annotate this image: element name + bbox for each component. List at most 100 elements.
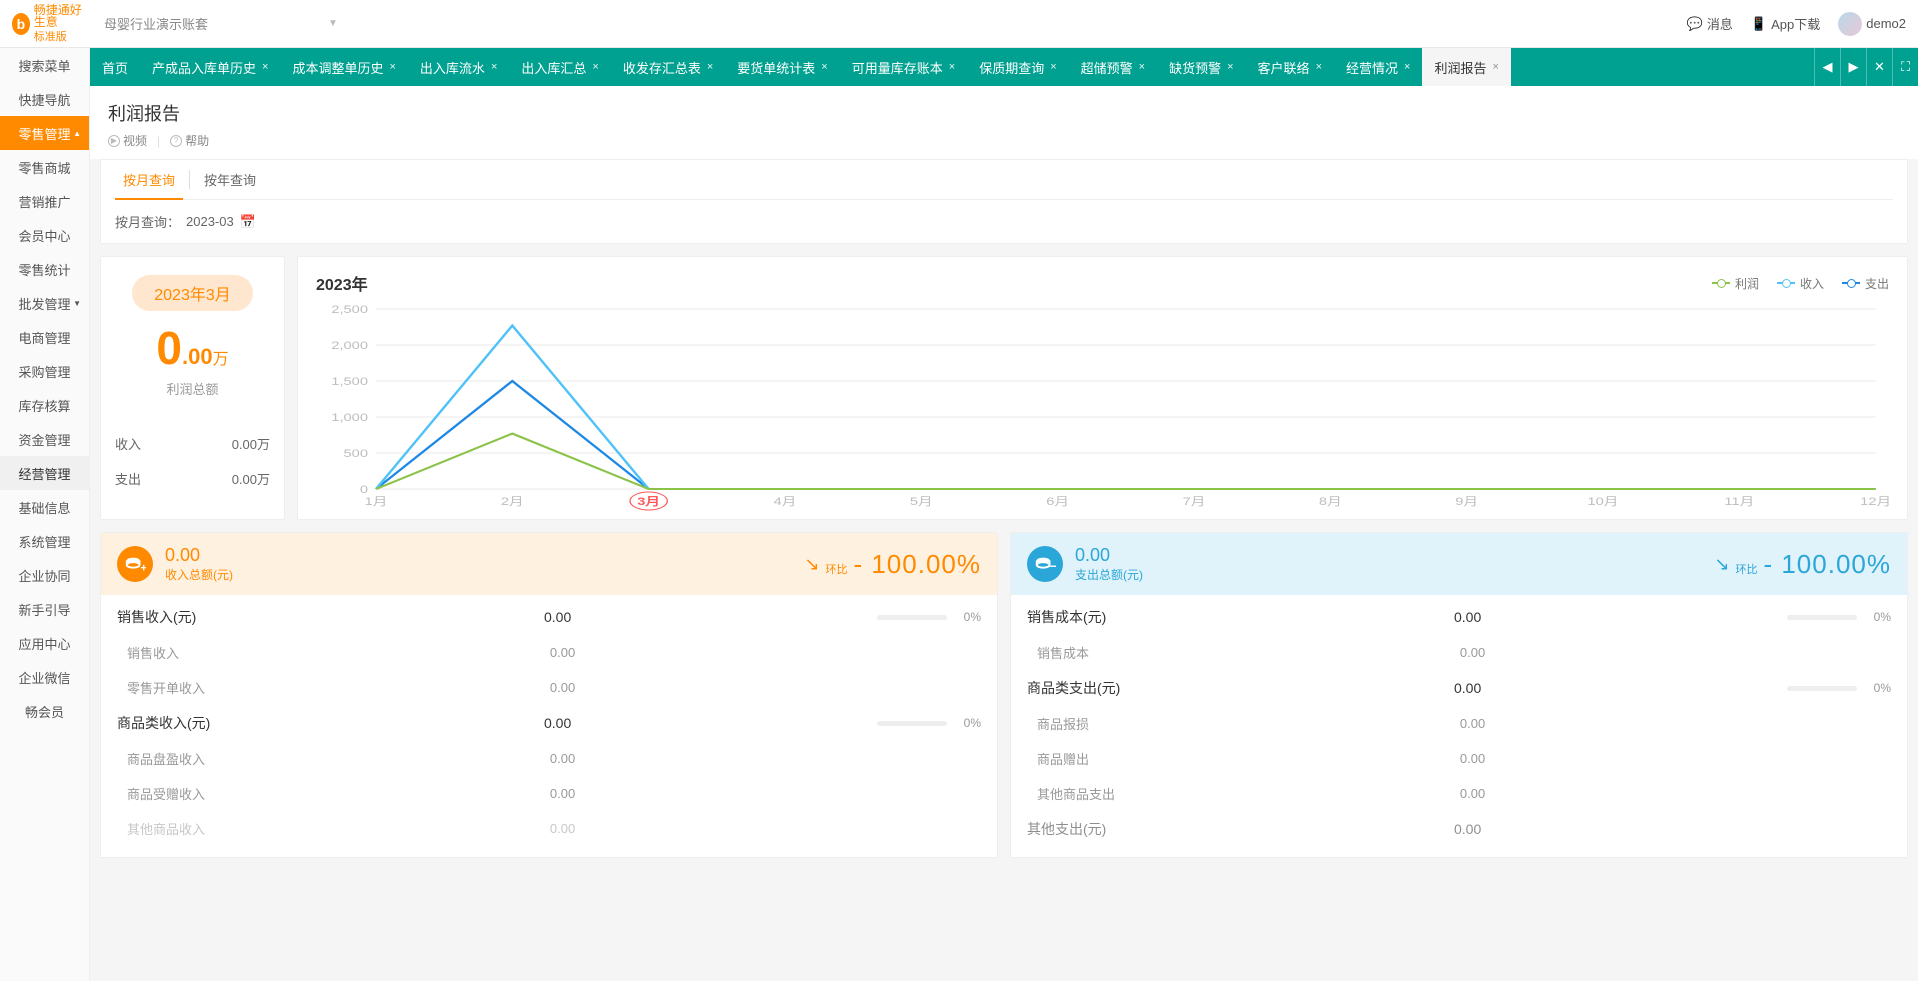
close-icon[interactable]: × — [1139, 61, 1145, 73]
calendar-icon[interactable]: 📅 — [240, 214, 256, 230]
sidebar-item[interactable]: 系统管理 — [0, 524, 89, 558]
income-row: 收入 0.00万 — [115, 426, 270, 461]
row-pct: 0% — [955, 610, 981, 624]
tab[interactable]: 保质期查询× — [967, 48, 1068, 86]
sidebar-item[interactable]: 零售管理▲ — [0, 116, 89, 150]
sidebar-item[interactable]: 搜索菜单 — [0, 48, 89, 82]
tab[interactable]: 首页 — [90, 48, 140, 86]
row-name: 销售收入 — [127, 643, 486, 662]
sidebar-item[interactable]: 资金管理 — [0, 422, 89, 456]
tab[interactable]: 客户联络× — [1246, 48, 1334, 86]
expense-total-label: 支出总额(元) — [1075, 566, 1143, 583]
logo[interactable]: b 畅捷通好生意 标准版 — [12, 4, 92, 44]
sidebar-item[interactable]: 零售商城 — [0, 150, 89, 184]
query-tab-monthly[interactable]: 按月查询 — [115, 160, 183, 199]
tab[interactable]: 利润报告× — [1422, 48, 1510, 86]
breakdown-section: 销售成本(元)0.000% — [1027, 599, 1891, 635]
sidebar-item[interactable]: 会员中心 — [0, 218, 89, 252]
close-icon[interactable]: × — [592, 61, 598, 73]
svg-text:6月: 6月 — [1046, 495, 1069, 508]
breakdown-sub: 销售成本0.00 — [1027, 635, 1891, 670]
income-value: 0.00万 — [232, 434, 270, 453]
app-download-button[interactable]: 📱 App下载 — [1751, 14, 1820, 33]
svg-text:500: 500 — [344, 447, 368, 460]
income-hb-label: 环比 — [825, 561, 847, 577]
progress-track — [1787, 615, 1857, 620]
tab[interactable]: 出入库汇总× — [509, 48, 610, 86]
close-icon[interactable]: × — [1404, 61, 1410, 73]
sidebar-item[interactable]: 快捷导航 — [0, 82, 89, 116]
query-value[interactable]: 2023-03 — [186, 214, 234, 229]
legend-expense[interactable]: 支出 — [1842, 275, 1889, 292]
tab[interactable]: 要货单统计表× — [725, 48, 839, 86]
chevron-down-icon: ▼ — [328, 18, 338, 29]
sidebar-item[interactable]: 基础信息 — [0, 490, 89, 524]
sidebar-item[interactable]: 采购管理 — [0, 354, 89, 388]
close-icon[interactable]: × — [821, 61, 827, 73]
progress-track — [1787, 686, 1857, 691]
close-icon[interactable]: × — [262, 61, 268, 73]
progress-track — [877, 721, 947, 726]
sidebar-item[interactable]: 电商管理 — [0, 320, 89, 354]
sidebar-item[interactable]: 新手引导 — [0, 592, 89, 626]
fullscreen-button[interactable]: ⛶ — [1892, 48, 1918, 86]
messages-button[interactable]: 💬 消息 — [1687, 14, 1733, 33]
profit-total-value: 0.00万 — [156, 325, 228, 371]
expense-breakdown-card: − 0.00 支出总额(元) ↘ 环比 - 100.00% — [1010, 532, 1908, 858]
close-icon[interactable]: × — [949, 61, 955, 73]
help-video-link[interactable]: ▶视频 — [108, 132, 147, 149]
row-value: 0.00 — [1396, 786, 1550, 801]
legend-expense-icon — [1842, 278, 1860, 288]
sidebar-item[interactable]: 应用中心 — [0, 626, 89, 660]
sidebar-item[interactable]: 经营管理 — [0, 456, 89, 490]
svg-text:4月: 4月 — [774, 495, 797, 508]
sidebar-item[interactable]: 库存核算 — [0, 388, 89, 422]
close-icon[interactable]: × — [389, 61, 395, 73]
help-link[interactable]: ?帮助 — [170, 132, 209, 149]
breakdown-sub: 销售收入0.00 — [117, 635, 981, 670]
tab[interactable]: 可用量库存账本× — [840, 48, 967, 86]
tab[interactable]: 产成品入库单历史× — [140, 48, 280, 86]
tabs-close-all[interactable]: ✕ — [1866, 48, 1892, 86]
tabs-scroll-left[interactable]: ◀ — [1814, 48, 1840, 86]
row-value: 0.00 — [1396, 645, 1550, 660]
tabs-scroll-right[interactable]: ▶ — [1840, 48, 1866, 86]
query-tab-yearly[interactable]: 按年查询 — [196, 160, 264, 199]
sidebar-item[interactable]: 企业协同 — [0, 558, 89, 592]
close-icon[interactable]: × — [707, 61, 713, 73]
legend-expense-label: 支出 — [1865, 275, 1889, 292]
expense-body: 销售成本(元)0.000%销售成本0.00商品类支出(元)0.000%商品报损0… — [1011, 595, 1907, 857]
close-icon[interactable]: × — [1316, 61, 1322, 73]
tab[interactable]: 收发存汇总表× — [611, 48, 725, 86]
tab[interactable]: 成本调整单历史× — [280, 48, 407, 86]
user-name: demo2 — [1866, 16, 1906, 31]
svg-text:3月: 3月 — [637, 495, 660, 508]
sidebar-item[interactable]: 批发管理▼ — [0, 286, 89, 320]
legend-profit[interactable]: 利润 — [1712, 275, 1759, 292]
income-breakdown-card: + 0.00 收入总额(元) ↘ 环比 - 100.00% — [100, 532, 998, 858]
close-icon[interactable]: × — [1050, 61, 1056, 73]
content: 首页产成品入库单历史×成本调整单历史×出入库流水×出入库汇总×收发存汇总表×要货… — [90, 48, 1918, 981]
row-name: 其他商品支出 — [1037, 784, 1396, 803]
sidebar-item[interactable]: 营销推广 — [0, 184, 89, 218]
close-icon[interactable]: × — [1492, 61, 1498, 73]
close-icon[interactable]: × — [491, 61, 497, 73]
sidebar-item[interactable]: 企业微信 — [0, 660, 89, 694]
summary-card: 2023年3月 0.00万 利润总额 收入 0.00万 支出 — [100, 256, 285, 520]
sidebar-item[interactable]: 畅会员 — [0, 694, 89, 728]
chart-title: 2023年 — [316, 271, 368, 295]
tab[interactable]: 经营情况× — [1334, 48, 1422, 86]
tab[interactable]: 超储预警× — [1069, 48, 1157, 86]
account-select[interactable]: 母婴行业演示账套 ▼ — [104, 14, 338, 33]
legend-income[interactable]: 收入 — [1777, 275, 1824, 292]
phone-icon: 📱 — [1751, 16, 1767, 32]
row-value: 0.00 — [1390, 680, 1546, 696]
row-value: 0.00 — [486, 680, 640, 695]
close-icon[interactable]: × — [1227, 61, 1233, 73]
user-menu[interactable]: demo2 — [1838, 12, 1906, 36]
messages-label: 消息 — [1707, 14, 1733, 33]
tab[interactable]: 缺货预警× — [1157, 48, 1245, 86]
sidebar-item[interactable]: 零售统计 — [0, 252, 89, 286]
expense-row: 支出 0.00万 — [115, 461, 270, 496]
tab[interactable]: 出入库流水× — [408, 48, 509, 86]
